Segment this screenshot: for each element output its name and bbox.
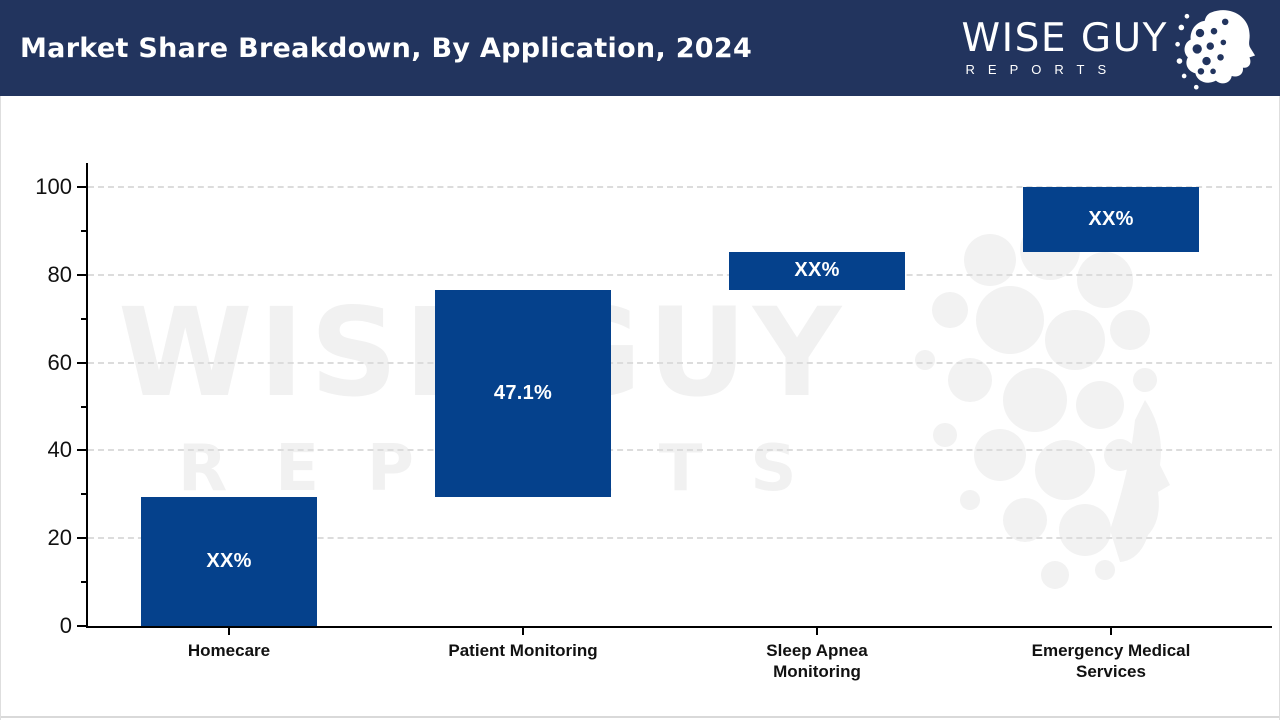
- logo-wordmark: WISE GUY REPORTS: [962, 19, 1168, 77]
- watermark-face-icon: [915, 220, 1170, 589]
- y-tick-60: [77, 361, 86, 364]
- x-axis-line: [86, 626, 1272, 628]
- gridline-100: [88, 186, 1272, 188]
- x-category-label-patient-monitoring: Patient Monitoring: [448, 641, 598, 660]
- y-tick-label-20: 20: [47, 525, 72, 551]
- y-tick-label-80: 80: [47, 261, 72, 287]
- logo-face-icon: [1175, 10, 1256, 90]
- bar-patient-monitoring: 47.1%: [435, 290, 611, 497]
- y-minor-tick-30: [81, 493, 86, 496]
- frame-border-bottom: [0, 716, 1280, 718]
- bar-homecare: XX%: [141, 496, 317, 626]
- gridline-80: [88, 273, 1272, 276]
- y-minor-tick-50: [81, 405, 86, 408]
- chart-title: Market Share Breakdown, By Application, …: [20, 32, 753, 64]
- bar-value-label-homecare: XX%: [206, 549, 252, 572]
- x-category-label-homecare: Homecare: [187, 641, 271, 660]
- x-category-label-emergency-medical-services: Emergency Medical Services: [1031, 641, 1191, 682]
- y-axis-line: [86, 163, 88, 628]
- header-bar: Market Share Breakdown, By Application, …: [0, 0, 1280, 96]
- x-tick-emergency-medical-services: [1110, 628, 1112, 635]
- gridline-40: [88, 449, 1272, 452]
- y-minor-tick-70: [81, 317, 86, 320]
- y-minor-tick-10: [81, 581, 86, 584]
- gridline-20: [88, 537, 1272, 540]
- y-tick-label-40: 40: [47, 437, 72, 463]
- bar-emergency-medical-services: XX%: [1023, 187, 1199, 252]
- y-tick-0: [77, 625, 86, 627]
- y-tick-40: [77, 449, 86, 452]
- frame-border-left: [0, 96, 1, 720]
- logo-wordmark-main: WISE GUY: [961, 16, 1168, 61]
- y-tick-label-60: 60: [47, 349, 72, 375]
- x-tick-sleep-apnea-monitoring: [816, 628, 818, 635]
- bar-sleep-apnea-monitoring: XX%: [729, 251, 905, 291]
- logo-wordmark-sub: REPORTS: [965, 62, 1120, 77]
- x-category-label-sleep-apnea-monitoring: Sleep Apnea Monitoring: [766, 641, 868, 682]
- wise-guy-logo: WISE GUY REPORTS: [962, 5, 1256, 91]
- y-tick-20: [77, 537, 86, 540]
- y-minor-tick-90: [81, 229, 86, 232]
- gridline-60: [88, 361, 1272, 364]
- bar-value-label-emergency-medical-services: XX%: [1088, 207, 1134, 230]
- y-tick-label-100: 100: [35, 174, 72, 199]
- bar-value-label-sleep-apnea-monitoring: XX%: [794, 259, 840, 282]
- y-tick-label-0: 0: [59, 613, 72, 638]
- x-tick-patient-monitoring: [522, 628, 524, 635]
- bar-value-label-patient-monitoring: 47.1%: [493, 382, 553, 405]
- x-tick-homecare: [228, 628, 230, 635]
- y-tick-80: [77, 273, 86, 276]
- y-tick-100: [77, 186, 86, 188]
